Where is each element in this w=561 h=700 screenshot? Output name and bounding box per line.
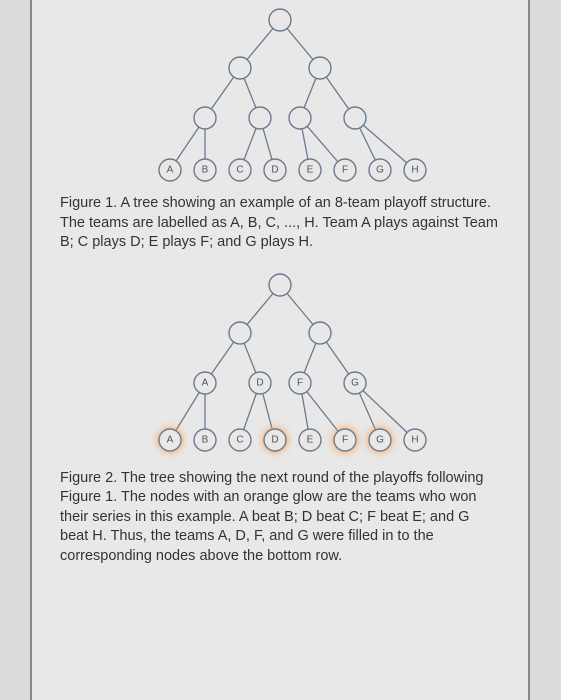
- tree-node-H: H: [404, 429, 426, 451]
- figure-1: A B C D E F G H Figure 1. A tree showing an exa…: [32, 0, 528, 265]
- tree-2-svg: A D F G A B C D E F G H: [110, 265, 450, 465]
- tree-node-label: C: [236, 165, 243, 176]
- tree-node-B: B: [194, 159, 216, 181]
- tree-node-A: A: [159, 159, 181, 181]
- tree-node-q1: [194, 107, 216, 129]
- tree-node-label: G: [376, 165, 384, 176]
- tree-node-D: D: [264, 159, 286, 181]
- tree-node-label: B: [202, 434, 209, 445]
- tree-node-F: F: [334, 159, 356, 181]
- tree-node-label: F: [297, 377, 303, 388]
- tree-node-label: E: [307, 165, 314, 176]
- tree-node-label: G: [376, 434, 384, 445]
- tree-node-q3: [289, 107, 311, 129]
- tree-node-q2: [249, 107, 271, 129]
- tree-node-r: [269, 274, 291, 296]
- tree-node-E: E: [299, 159, 321, 181]
- tree-1-svg: A B C D E F G H: [110, 0, 450, 190]
- tree-node-q2: D: [249, 372, 271, 394]
- tree-node-label: D: [271, 434, 278, 445]
- tree-node-label: H: [411, 434, 418, 445]
- tree-node-s2: [309, 57, 331, 79]
- tree-node-E: E: [299, 429, 321, 451]
- tree-node-label: E: [307, 434, 314, 445]
- tree-node-r: [269, 9, 291, 31]
- tree-node-label: C: [236, 434, 243, 445]
- tree-node-label: D: [256, 377, 263, 388]
- tree-node-q3: F: [289, 372, 311, 394]
- tree-node-label: H: [411, 165, 418, 176]
- tree-node-label: F: [342, 165, 348, 176]
- tree-node-G: G: [369, 159, 391, 181]
- tree-node-q1: A: [194, 372, 216, 394]
- tree-node-label: A: [167, 434, 174, 445]
- tree-node-q4: [344, 107, 366, 129]
- tree-node-H: H: [404, 159, 426, 181]
- tree-node-label: A: [202, 377, 209, 388]
- page: A B C D E F G H Figure 1. A tree showing an exa…: [30, 0, 530, 700]
- tree-node-s1: [229, 322, 251, 344]
- tree-node-label: B: [202, 165, 209, 176]
- tree-node-G: G: [369, 429, 391, 451]
- tree-node-label: F: [342, 434, 348, 445]
- tree-node-B: B: [194, 429, 216, 451]
- tree-node-s2: [309, 322, 331, 344]
- tree-node-A: A: [159, 429, 181, 451]
- figure-2: A D F G A B C D E F G H Figure 2. The tree showing …: [32, 265, 528, 579]
- figure-2-caption: Figure 2. The tree showing the next roun…: [32, 465, 528, 579]
- tree-node-C: C: [229, 159, 251, 181]
- tree-node-C: C: [229, 429, 251, 451]
- tree-node-label: G: [351, 377, 359, 388]
- figure-1-caption: Figure 1. A tree showing an example of a…: [32, 190, 528, 265]
- tree-node-label: A: [167, 165, 174, 176]
- tree-node-s1: [229, 57, 251, 79]
- tree-node-F: F: [334, 429, 356, 451]
- tree-node-q4: G: [344, 372, 366, 394]
- tree-node-label: D: [271, 165, 278, 176]
- tree-node-D: D: [264, 429, 286, 451]
